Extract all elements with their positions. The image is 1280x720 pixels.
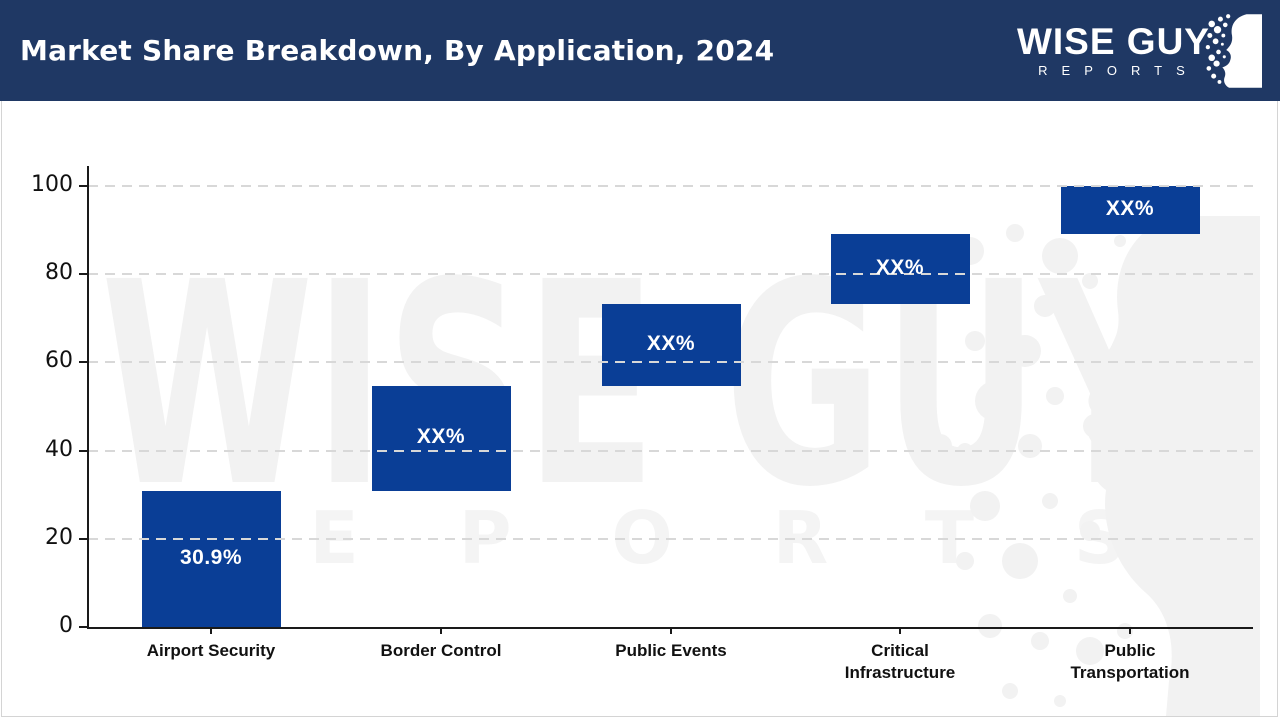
x-tick-mark — [440, 628, 442, 634]
logo-text: WISE GUY REPORTS — [1017, 23, 1210, 78]
y-tick-mark — [79, 273, 87, 276]
bar — [371, 386, 511, 491]
x-axis-line — [87, 627, 1253, 629]
plot: 0 20 40 60 80 100 30.9% Airport Security XX% Bord… — [0, 101, 1280, 717]
x-tick-mark — [1129, 628, 1131, 634]
bar — [601, 304, 741, 387]
y-tick-label: 40 — [45, 436, 73, 462]
gridline — [88, 449, 1253, 452]
bar — [141, 490, 281, 627]
brand-logo: WISE GUY REPORTS — [1017, 12, 1262, 90]
y-tick-label: 60 — [45, 348, 73, 374]
gridline — [88, 185, 1253, 187]
bar-value-label: XX% — [646, 332, 696, 356]
bar-value-label: XX% — [416, 425, 466, 449]
bar-value-label: XX% — [875, 256, 925, 280]
bar-value-label: 30.9% — [179, 545, 243, 569]
x-category-label: Border Control — [380, 641, 502, 660]
gridline — [88, 361, 1253, 364]
x-category-label: Public Transportation — [1070, 641, 1190, 683]
y-tick-label: 80 — [45, 260, 73, 286]
x-category-label: Airport Security — [146, 641, 276, 660]
x-category-label: Critical Infrastructure — [844, 641, 956, 683]
y-tick-mark — [79, 449, 87, 452]
chart-title: Market Share Breakdown, By Application, … — [20, 34, 775, 67]
y-tick-label: 20 — [45, 524, 73, 550]
x-tick-mark — [210, 628, 212, 634]
gridline — [88, 273, 1253, 276]
logo-brand-text: WISE GUY — [1016, 21, 1210, 62]
y-axis-line — [87, 166, 89, 629]
logo-tagline-text: REPORTS — [1038, 63, 1199, 78]
x-tick-mark — [670, 628, 672, 634]
y-tick-mark — [79, 361, 87, 364]
y-tick-mark — [79, 626, 87, 628]
watermark-face-icon — [940, 216, 1260, 716]
chart-area: WISE GUY REPORTS 02040608010030.9%Airpor… — [0, 101, 1280, 717]
y-tick-mark — [79, 185, 87, 187]
bar-value-label: XX% — [1105, 197, 1155, 221]
bar — [830, 234, 970, 305]
header-bar: Market Share Breakdown, By Application, … — [0, 0, 1280, 101]
y-tick-label: 100 — [31, 172, 73, 197]
x-tick-mark — [899, 628, 901, 634]
bar — [1060, 186, 1200, 235]
gridline — [88, 537, 1253, 540]
y-tick-mark — [79, 537, 87, 540]
logo-face-icon — [1205, 13, 1262, 88]
x-category-label: Public Events — [615, 641, 727, 660]
y-tick-label: 0 — [59, 613, 73, 638]
